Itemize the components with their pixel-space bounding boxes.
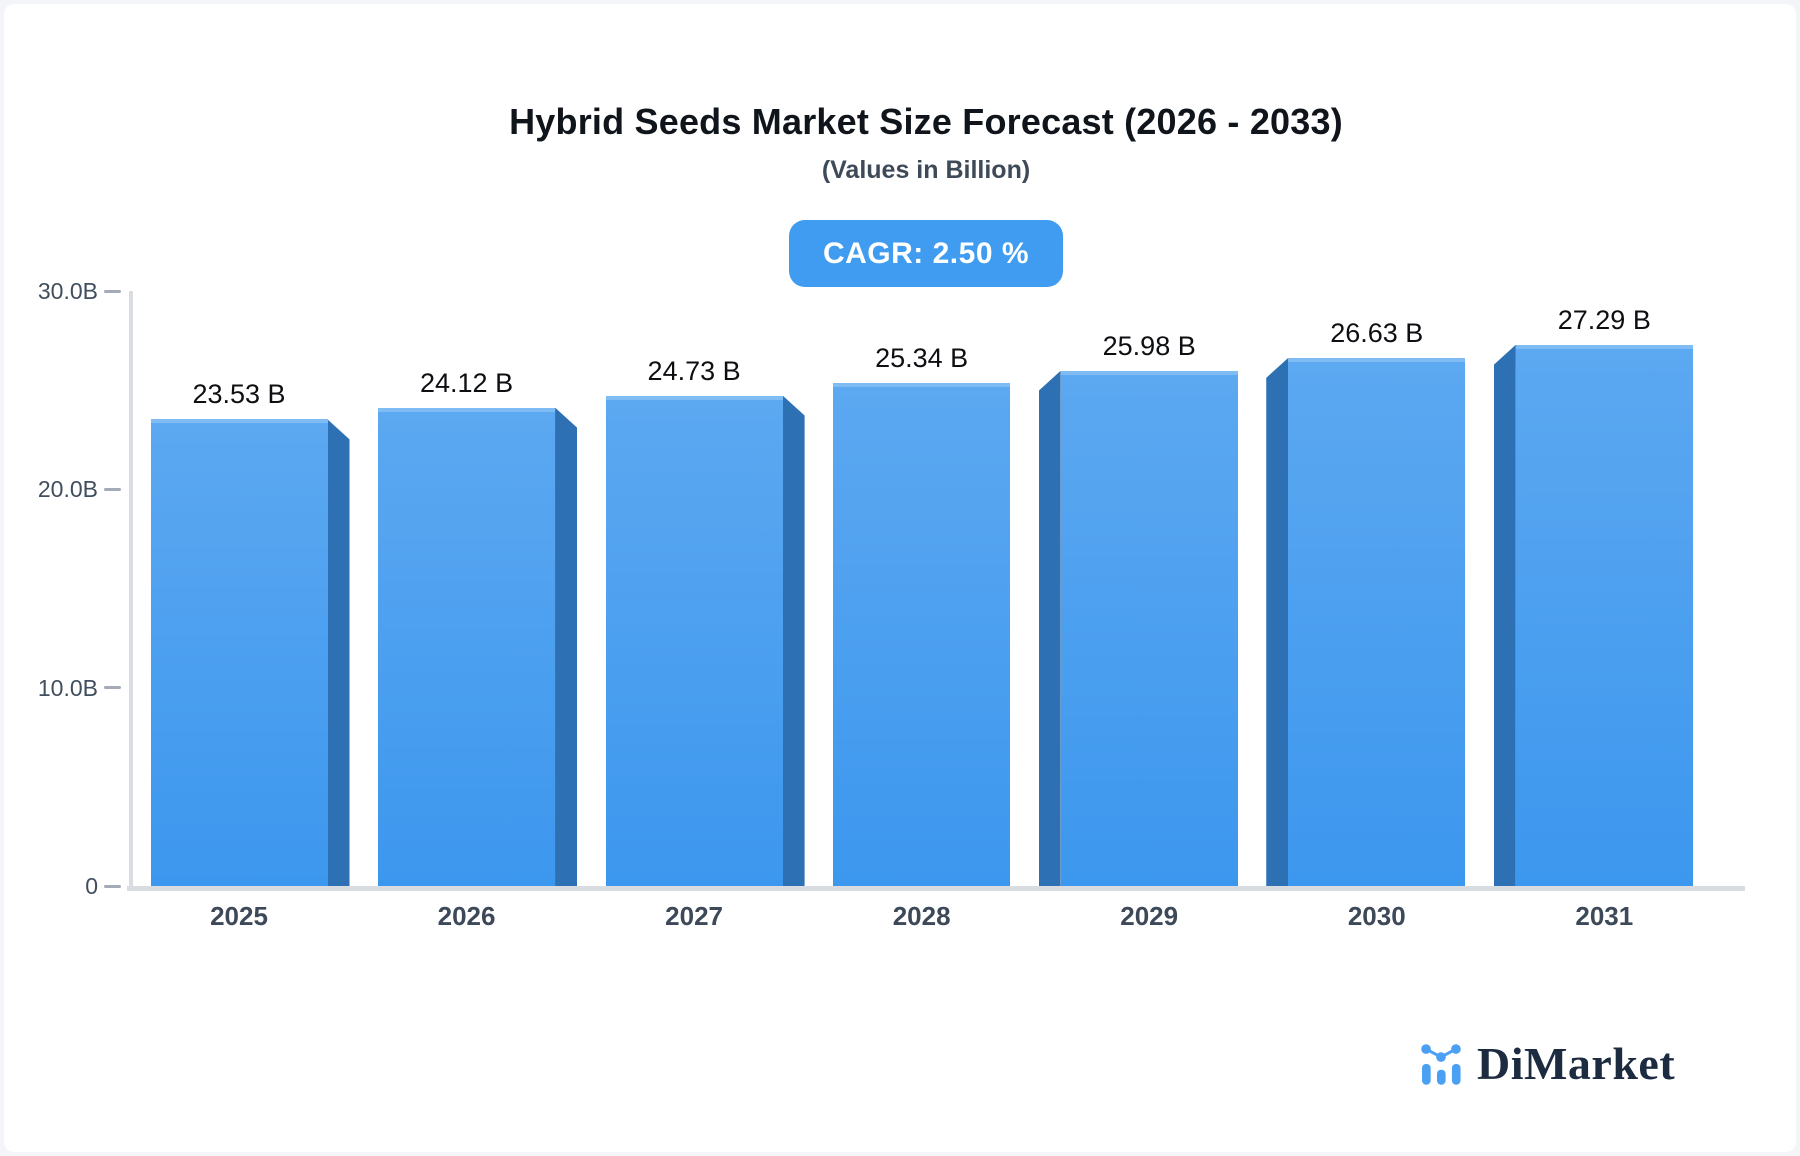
bar[interactable] — [1288, 357, 1466, 886]
x-tick-label: 2029 — [1120, 901, 1179, 931]
bar-value-label: 27.29 B — [1557, 304, 1651, 335]
cagr-badge: CAGR: 2.50 % — [788, 220, 1064, 287]
bar-side-face — [1038, 370, 1061, 886]
bar[interactable] — [605, 395, 783, 886]
bar-side-face — [327, 419, 350, 886]
bar-side-face — [1493, 344, 1516, 886]
y-tick-mark — [104, 487, 121, 491]
dimarket-logo-icon — [1421, 1044, 1461, 1085]
bar[interactable] — [833, 383, 1011, 886]
dimarket-logo-text: DiMarket — [1477, 1038, 1676, 1089]
bar-value-label: 25.98 B — [1102, 330, 1196, 361]
y-tick-mark — [104, 884, 121, 888]
x-tick-label: 2028 — [892, 901, 951, 931]
x-tick-label: 2025 — [210, 901, 268, 931]
chart-title: Hybrid Seeds Market Size Forecast (2026 … — [509, 101, 1343, 142]
y-tick-mark — [104, 686, 121, 690]
y-axis-line — [129, 291, 133, 888]
bar-value-label: 25.34 B — [875, 343, 969, 374]
bar[interactable] — [150, 419, 328, 886]
x-tick-label: 2030 — [1347, 901, 1406, 931]
chart-header: Hybrid Seeds Market Size Forecast (2026 … — [52, 0, 1800, 287]
x-tick-label: 2031 — [1575, 901, 1634, 931]
x-axis-line — [127, 886, 1745, 891]
bar[interactable] — [1515, 344, 1693, 886]
x-tick-label: 2027 — [665, 901, 724, 931]
y-tick-label: 0 — [85, 873, 98, 899]
bar-side-face — [782, 395, 805, 886]
y-tick-label: 20.0B — [37, 476, 98, 503]
bar-value-label: 24.12 B — [420, 367, 514, 398]
y-tick-label: 10.0B — [37, 674, 98, 701]
bar-value-label: 24.73 B — [647, 355, 741, 386]
bar-value-label: 26.63 B — [1330, 317, 1424, 348]
x-tick-label: 2026 — [437, 901, 496, 931]
bar[interactable] — [1060, 370, 1238, 886]
bar[interactable] — [378, 407, 556, 886]
bar-side-face — [1266, 357, 1289, 886]
bar-value-label: 23.53 B — [192, 379, 286, 410]
bar-side-face — [555, 407, 578, 886]
chart-subtitle: (Values in Billion) — [821, 156, 1031, 184]
y-tick-label: 30.0B — [37, 278, 98, 304]
y-tick-mark — [104, 289, 121, 293]
dimarket-logo: DiMarket — [1418, 1036, 1675, 1092]
